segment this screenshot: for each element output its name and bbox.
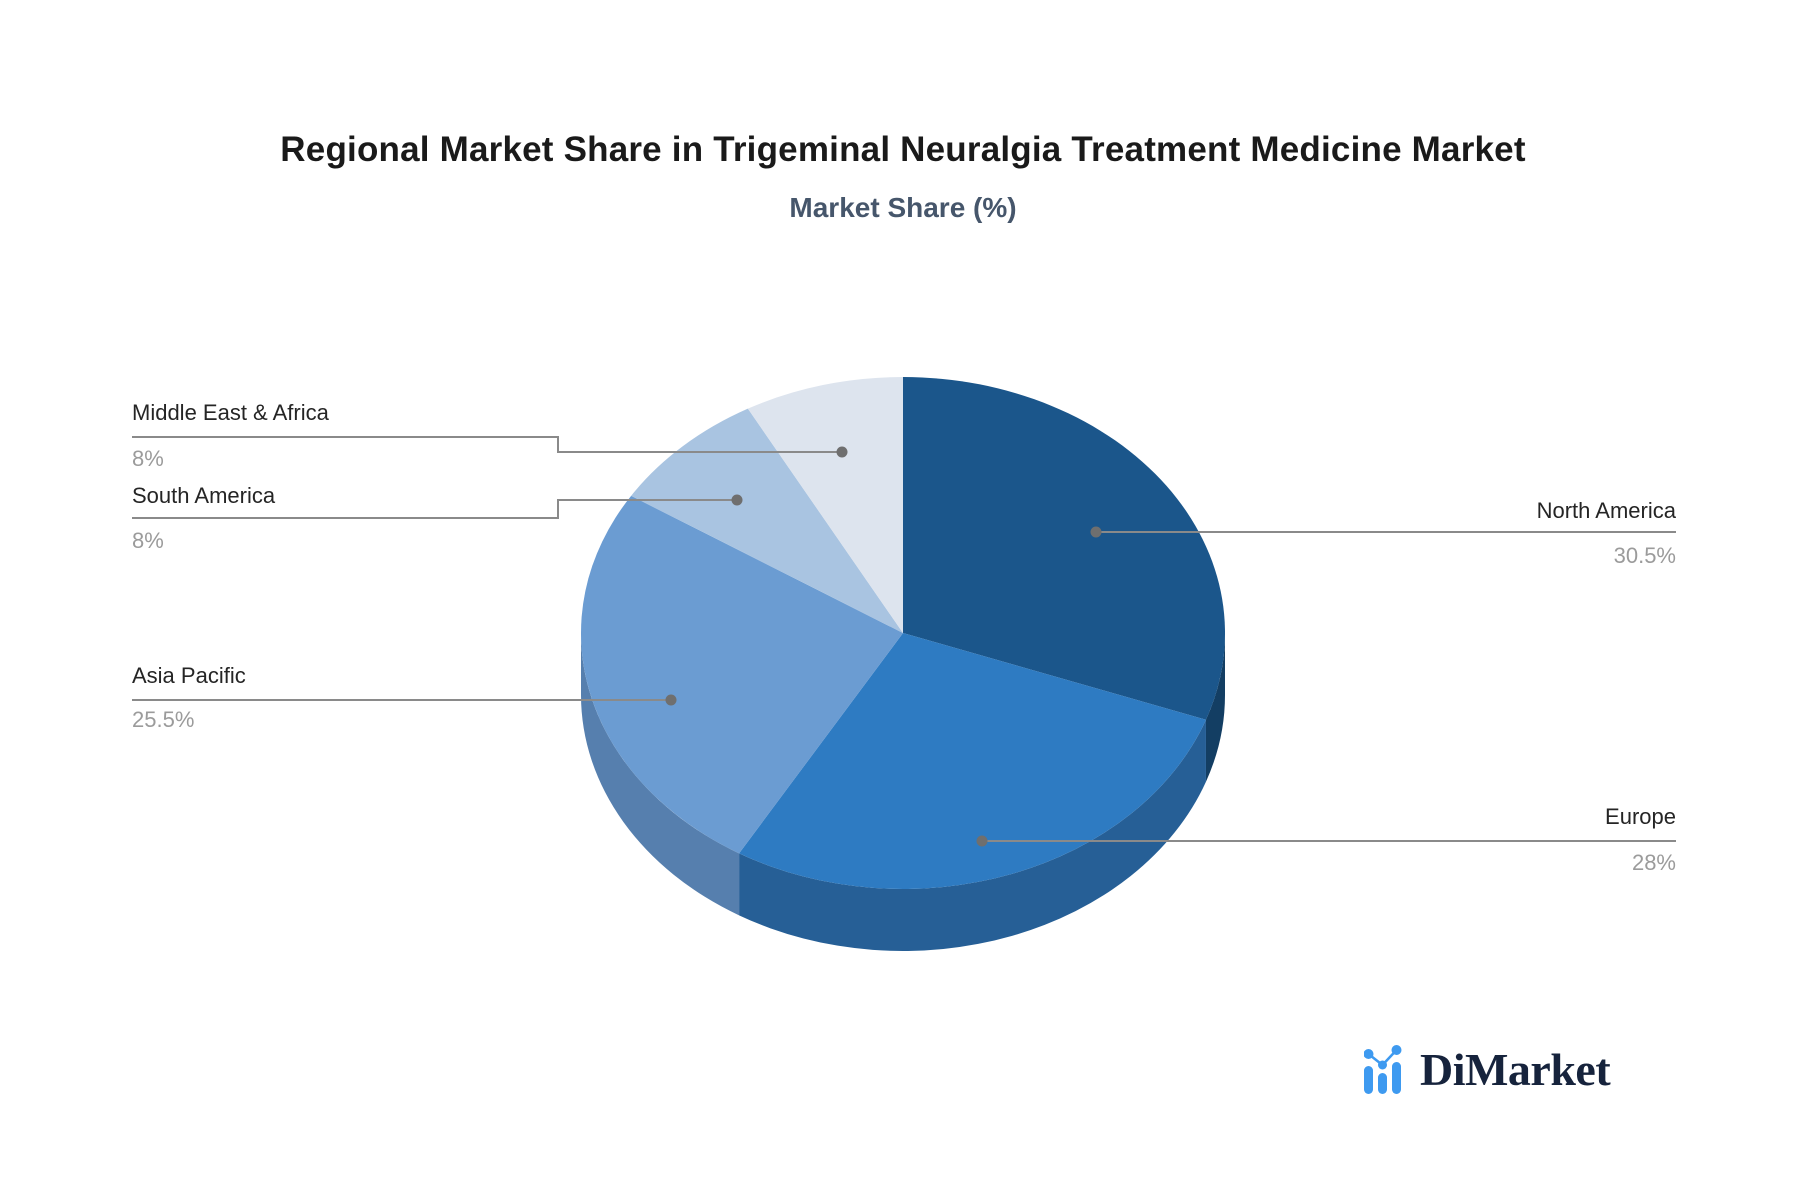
label-south-america: South America [132,483,276,508]
value-asia-pacific: 25.5% [132,707,195,732]
dimarket-logo-text: DiMarket [1420,1044,1611,1095]
value-middle-east-africa: 8% [132,446,164,471]
leader-dot-asia-pacific [665,694,677,706]
value-europe: 28% [1631,850,1676,875]
pie-slice-side-north-america [1205,633,1225,782]
bar-chart-logo-icon [1364,1045,1402,1094]
leader-line-middle-east-and-africa [132,436,842,453]
label-north-america: North America [1536,498,1676,523]
pie-slice-north-america[interactable] [903,377,1225,720]
leader-dot-europe [976,835,988,847]
chart-subtitle: Market Share (%) [789,192,1017,223]
leader-line-south-america [132,499,737,519]
pie-slice-europe[interactable] [739,633,1206,889]
label-asia-pacific: Asia Pacific [132,663,246,688]
value-north-america: 30.5% [1613,543,1676,568]
pie-slice-side-europe [739,719,1206,951]
value-south-america: 8% [132,528,164,553]
pie-slice-asia-pacific[interactable] [581,495,903,854]
label-middle-east-africa: Middle East & Africa [132,400,329,425]
leader-dot-middle-east-and-africa [836,446,848,458]
pie-slice-south-america[interactable] [631,408,903,633]
pie-slice-side-asia-pacific [581,633,740,916]
dimarket-logo: DiMarket [1364,1042,1611,1098]
leader-dot-north-america [1090,526,1102,538]
chart-title: Regional Market Share in Trigeminal Neur… [280,130,1526,169]
leader-dot-south-america [731,494,743,506]
pie-slice-middle-east-and-africa[interactable] [747,377,903,633]
label-europe: Europe [1605,804,1676,829]
